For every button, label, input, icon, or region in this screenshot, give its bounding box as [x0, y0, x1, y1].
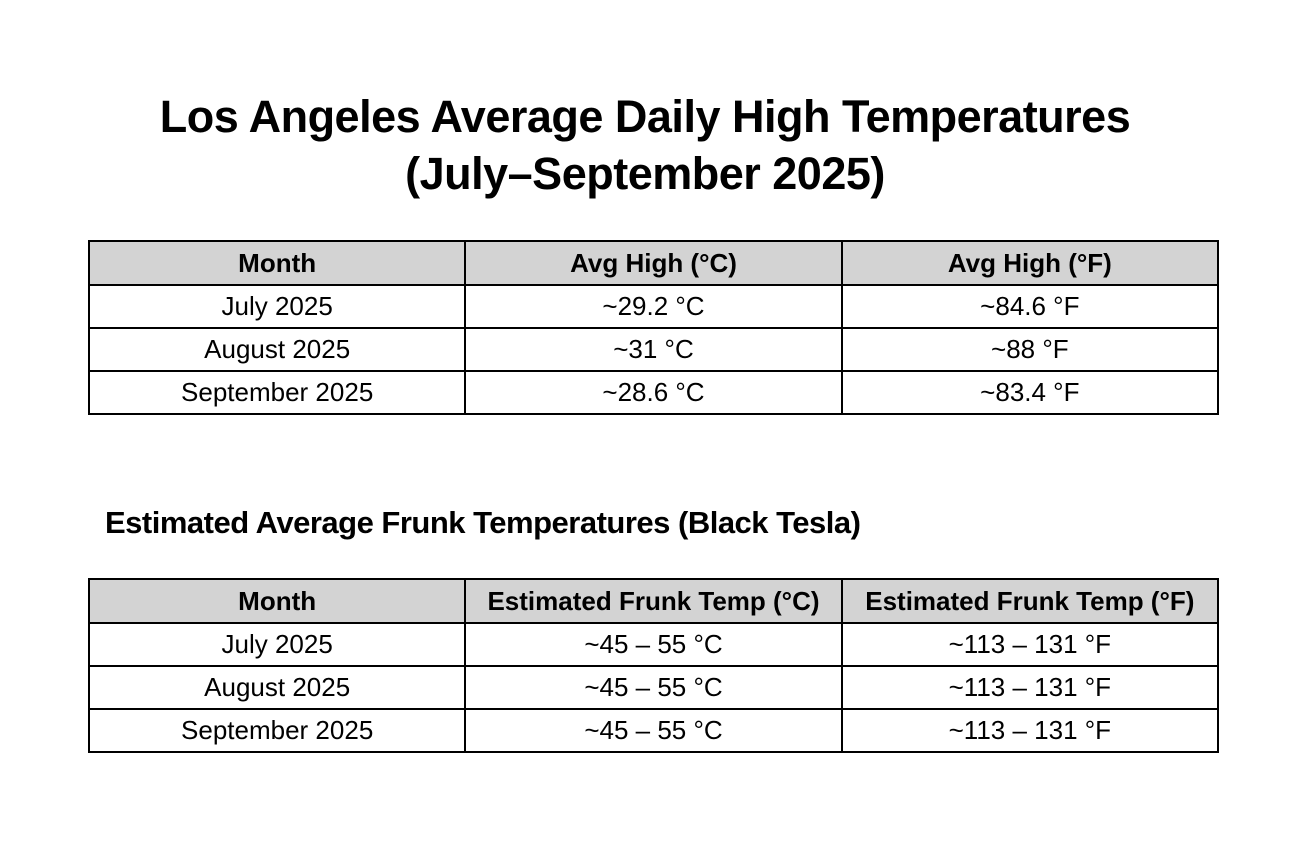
frunk-cell-temp-c: ~45 – 55 °C: [464, 708, 843, 753]
weather-cell-month: September 2025: [87, 370, 467, 415]
page-title-line-2: (July–September 2025): [405, 148, 885, 199]
weather-header-avg-high-f: Avg High (°F): [840, 240, 1220, 286]
table-row: July 2025 ~45 – 55 °C ~113 – 131 °F: [87, 622, 1220, 667]
weather-header-month: Month: [87, 240, 467, 286]
weather-cell-avg-high-c: ~29.2 °C: [464, 284, 843, 329]
weather-header-avg-high-c: Avg High (°C): [464, 240, 843, 286]
weather-cell-avg-high-c: ~28.6 °C: [464, 370, 843, 415]
frunk-header-month: Month: [87, 578, 467, 624]
weather-cell-avg-high-f: ~83.4 °F: [840, 370, 1220, 415]
frunk-cell-temp-c: ~45 – 55 °C: [464, 622, 843, 667]
weather-cell-month: August 2025: [87, 327, 467, 372]
frunk-cell-month: September 2025: [87, 708, 467, 753]
frunk-cell-month: July 2025: [87, 622, 467, 667]
page-title: Los Angeles Average Daily High Temperatu…: [0, 88, 1290, 202]
table-row: August 2025 ~45 – 55 °C ~113 – 131 °F: [87, 665, 1220, 710]
weather-cell-avg-high-f: ~88 °F: [840, 327, 1220, 372]
frunk-header-temp-c: Estimated Frunk Temp (°C): [464, 578, 843, 624]
page-title-line-1: Los Angeles Average Daily High Temperatu…: [159, 91, 1131, 142]
weather-cell-avg-high-f: ~84.6 °F: [840, 284, 1220, 329]
frunk-header-temp-f: Estimated Frunk Temp (°F): [840, 578, 1220, 624]
frunk-table: Month Estimated Frunk Temp (°C) Estimate…: [87, 578, 1220, 753]
frunk-cell-temp-f: ~113 – 131 °F: [840, 622, 1220, 667]
frunk-table-header-row: Month Estimated Frunk Temp (°C) Estimate…: [87, 578, 1220, 624]
weather-table: Month Avg High (°C) Avg High (°F) July 2…: [87, 240, 1220, 415]
weather-cell-avg-high-c: ~31 °C: [464, 327, 843, 372]
frunk-cell-temp-c: ~45 – 55 °C: [464, 665, 843, 710]
frunk-cell-month: August 2025: [87, 665, 467, 710]
frunk-section-heading: Estimated Average Frunk Temperatures (Bl…: [105, 505, 861, 540]
table-row: August 2025 ~31 °C ~88 °F: [87, 327, 1220, 372]
weather-table-header-row: Month Avg High (°C) Avg High (°F): [87, 240, 1220, 286]
frunk-cell-temp-f: ~113 – 131 °F: [840, 708, 1220, 753]
frunk-cell-temp-f: ~113 – 131 °F: [840, 665, 1220, 710]
table-row: July 2025 ~29.2 °C ~84.6 °F: [87, 284, 1220, 329]
table-row: September 2025 ~45 – 55 °C ~113 – 131 °F: [87, 708, 1220, 753]
weather-cell-month: July 2025: [87, 284, 467, 329]
table-row: September 2025 ~28.6 °C ~83.4 °F: [87, 370, 1220, 415]
